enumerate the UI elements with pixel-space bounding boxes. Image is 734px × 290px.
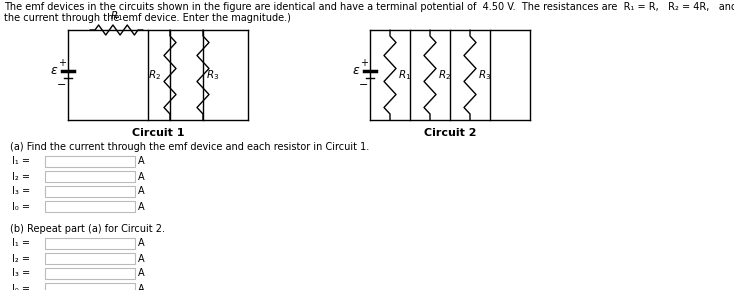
Text: $R_2$: $R_2$ (438, 68, 451, 82)
Text: $R_1$: $R_1$ (398, 68, 411, 82)
Text: $R_3$: $R_3$ (206, 68, 219, 82)
Text: (b) Repeat part (a) for Circuit 2.: (b) Repeat part (a) for Circuit 2. (10, 224, 165, 234)
Text: A: A (138, 238, 145, 249)
Text: −: − (360, 80, 368, 90)
Text: I₃ =: I₃ = (12, 269, 30, 278)
Text: A: A (138, 202, 145, 211)
Text: I₀ =: I₀ = (12, 284, 30, 290)
Text: $\varepsilon$: $\varepsilon$ (50, 64, 58, 77)
Text: I₁ =: I₁ = (12, 157, 30, 166)
Text: $R_2$: $R_2$ (148, 68, 161, 82)
Text: I₂ =: I₂ = (12, 171, 30, 182)
Text: +: + (360, 58, 368, 68)
Text: −: − (57, 80, 67, 90)
FancyBboxPatch shape (45, 253, 135, 264)
FancyBboxPatch shape (45, 171, 135, 182)
Text: $\varepsilon$: $\varepsilon$ (352, 64, 360, 77)
Text: A: A (138, 284, 145, 290)
Text: $R_1$: $R_1$ (110, 9, 123, 23)
Text: $R_3$: $R_3$ (478, 68, 491, 82)
FancyBboxPatch shape (45, 201, 135, 212)
FancyBboxPatch shape (45, 283, 135, 290)
Text: I₂ =: I₂ = (12, 253, 30, 264)
Text: (a) Find the current through the emf device and each resistor in Circuit 1.: (a) Find the current through the emf dev… (10, 142, 369, 152)
Text: A: A (138, 253, 145, 264)
Text: Circuit 1: Circuit 1 (131, 128, 184, 138)
Text: A: A (138, 186, 145, 197)
Text: A: A (138, 171, 145, 182)
Text: I₁ =: I₁ = (12, 238, 30, 249)
Text: A: A (138, 269, 145, 278)
Text: I₀ =: I₀ = (12, 202, 30, 211)
Text: The emf devices in the circuits shown in the figure are identical and have a ter: The emf devices in the circuits shown in… (4, 2, 734, 12)
Text: the current through the emf device. Enter the magnitude.): the current through the emf device. Ente… (4, 13, 291, 23)
Text: I₃ =: I₃ = (12, 186, 30, 197)
FancyBboxPatch shape (45, 238, 135, 249)
FancyBboxPatch shape (45, 186, 135, 197)
Text: A: A (138, 157, 145, 166)
FancyBboxPatch shape (45, 268, 135, 279)
FancyBboxPatch shape (45, 156, 135, 167)
Text: +: + (58, 58, 66, 68)
Text: Circuit 2: Circuit 2 (424, 128, 476, 138)
